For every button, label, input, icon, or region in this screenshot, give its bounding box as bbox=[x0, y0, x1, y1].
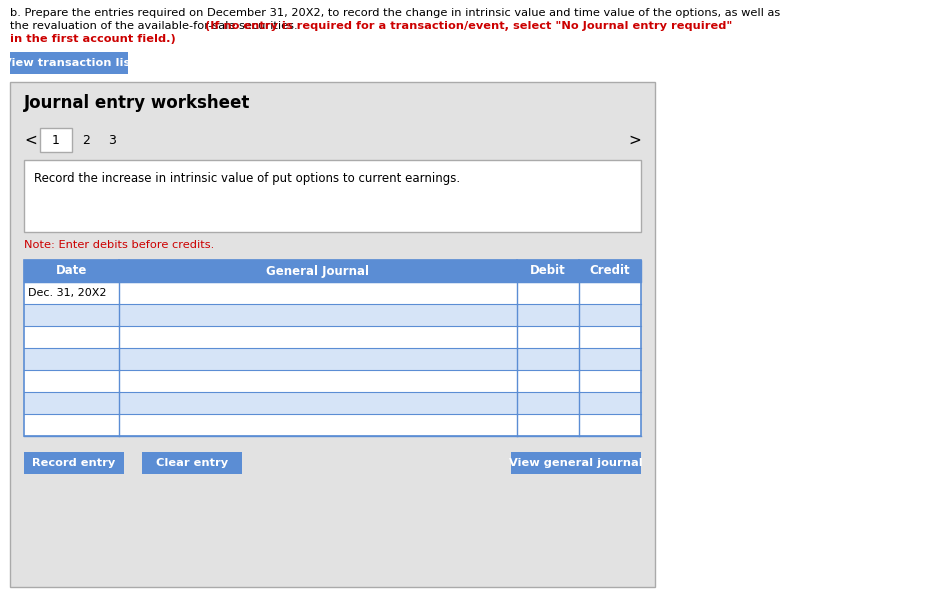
Text: Record entry: Record entry bbox=[32, 458, 116, 468]
Bar bbox=[24, 392, 641, 414]
Text: 2: 2 bbox=[83, 134, 90, 147]
Bar bbox=[40, 128, 72, 152]
Text: Record the increase in intrinsic value of put options to current earnings.: Record the increase in intrinsic value o… bbox=[34, 172, 460, 185]
Text: the revaluation of the available-for-sale securities.: the revaluation of the available-for-sal… bbox=[10, 21, 301, 31]
Bar bbox=[24, 304, 641, 326]
Text: (If no entry is required for a transaction/event, select "No Journal entry requi: (If no entry is required for a transacti… bbox=[205, 21, 732, 31]
Bar bbox=[24, 282, 641, 304]
Bar bbox=[24, 452, 124, 474]
Bar bbox=[24, 160, 641, 232]
Text: >: > bbox=[629, 132, 641, 147]
Bar bbox=[142, 452, 242, 474]
Text: Credit: Credit bbox=[590, 265, 630, 278]
Text: 3: 3 bbox=[108, 134, 116, 147]
Text: View general journal: View general journal bbox=[509, 458, 643, 468]
Bar bbox=[10, 52, 128, 74]
Text: Journal entry worksheet: Journal entry worksheet bbox=[24, 94, 250, 112]
Text: Dec. 31, 20X2: Dec. 31, 20X2 bbox=[28, 288, 107, 298]
Text: <: < bbox=[24, 132, 37, 147]
Text: View transaction list: View transaction list bbox=[3, 58, 135, 68]
Bar bbox=[24, 260, 641, 436]
Text: 1: 1 bbox=[52, 134, 60, 147]
Text: Note: Enter debits before credits.: Note: Enter debits before credits. bbox=[24, 240, 214, 250]
Bar bbox=[10, 82, 655, 587]
Text: Debit: Debit bbox=[530, 265, 565, 278]
Bar bbox=[511, 452, 641, 474]
Text: General Journal: General Journal bbox=[266, 265, 370, 278]
Bar bbox=[24, 414, 641, 436]
Bar bbox=[24, 260, 641, 282]
Text: b. Prepare the entries required on December 31, 20X2, to record the change in in: b. Prepare the entries required on Decem… bbox=[10, 8, 781, 18]
Bar bbox=[24, 348, 641, 370]
Bar bbox=[24, 370, 641, 392]
Bar bbox=[24, 326, 641, 348]
Text: Clear entry: Clear entry bbox=[156, 458, 228, 468]
Text: Date: Date bbox=[56, 265, 87, 278]
Text: in the first account field.): in the first account field.) bbox=[10, 34, 176, 44]
